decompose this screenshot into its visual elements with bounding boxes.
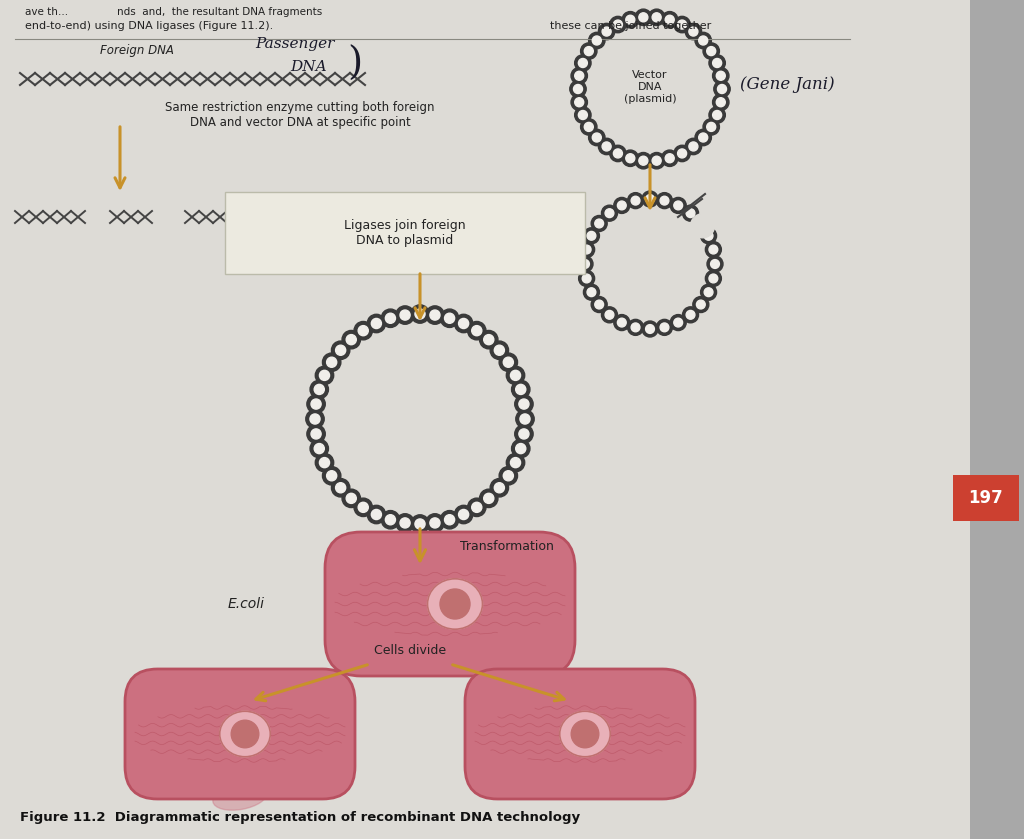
Circle shape [609, 16, 626, 33]
Circle shape [231, 720, 259, 748]
Circle shape [631, 196, 640, 205]
Circle shape [617, 201, 627, 210]
Circle shape [385, 313, 395, 323]
Circle shape [585, 122, 593, 132]
Circle shape [506, 366, 524, 384]
Circle shape [698, 36, 708, 45]
Circle shape [459, 319, 469, 329]
Circle shape [703, 43, 720, 60]
Circle shape [372, 319, 382, 329]
Circle shape [483, 335, 494, 345]
Circle shape [707, 122, 716, 132]
Circle shape [660, 196, 669, 205]
Text: Passenger: Passenger [255, 37, 335, 51]
Circle shape [705, 232, 713, 240]
Circle shape [358, 326, 369, 336]
Circle shape [613, 315, 630, 331]
Circle shape [670, 315, 686, 331]
Circle shape [601, 307, 617, 323]
Circle shape [472, 503, 482, 513]
Circle shape [674, 16, 690, 33]
Circle shape [495, 345, 505, 355]
Circle shape [595, 219, 603, 228]
Circle shape [510, 370, 520, 380]
Text: (Gene Jani): (Gene Jani) [740, 76, 835, 92]
Circle shape [515, 395, 534, 414]
Circle shape [346, 335, 356, 345]
Circle shape [396, 513, 415, 532]
Text: DNA: DNA [290, 60, 327, 74]
Circle shape [581, 43, 597, 60]
Circle shape [468, 498, 486, 517]
Circle shape [381, 309, 399, 327]
Circle shape [685, 23, 701, 39]
Circle shape [713, 111, 722, 119]
Text: Transformation: Transformation [460, 540, 554, 554]
Circle shape [411, 515, 429, 534]
Circle shape [709, 245, 718, 254]
Circle shape [444, 514, 455, 525]
Circle shape [512, 380, 530, 399]
Circle shape [589, 32, 605, 49]
Circle shape [574, 97, 584, 107]
Circle shape [591, 216, 607, 232]
Text: end-to-end) using DNA ligases (Figure 11.2).: end-to-end) using DNA ligases (Figure 11… [25, 21, 273, 31]
FancyBboxPatch shape [953, 475, 1019, 521]
Circle shape [700, 228, 717, 244]
Circle shape [686, 310, 695, 319]
Circle shape [519, 399, 529, 409]
Circle shape [592, 36, 601, 45]
Circle shape [602, 142, 611, 151]
Circle shape [573, 85, 583, 93]
Circle shape [307, 395, 326, 414]
Text: E.coli: E.coli [228, 597, 265, 611]
Circle shape [587, 288, 596, 297]
Circle shape [662, 12, 678, 28]
Circle shape [336, 345, 346, 355]
Circle shape [695, 32, 712, 49]
Circle shape [674, 318, 683, 327]
Circle shape [440, 511, 459, 529]
FancyBboxPatch shape [465, 669, 695, 799]
Circle shape [660, 323, 669, 331]
Circle shape [368, 315, 386, 333]
Circle shape [693, 216, 709, 232]
Circle shape [666, 15, 674, 24]
Circle shape [354, 321, 373, 340]
Circle shape [411, 305, 429, 323]
Circle shape [516, 384, 525, 394]
Circle shape [696, 219, 706, 228]
Circle shape [385, 514, 395, 525]
Circle shape [579, 59, 588, 67]
Circle shape [579, 270, 595, 286]
Circle shape [516, 444, 525, 454]
Text: Cells divide: Cells divide [374, 644, 446, 658]
Circle shape [577, 256, 593, 272]
Circle shape [310, 440, 329, 458]
Circle shape [310, 380, 329, 399]
Circle shape [709, 274, 718, 283]
Circle shape [628, 320, 643, 336]
Circle shape [674, 145, 690, 162]
Circle shape [515, 425, 534, 443]
Circle shape [705, 288, 713, 297]
Circle shape [617, 318, 627, 327]
Circle shape [354, 498, 373, 517]
Circle shape [642, 321, 658, 337]
Circle shape [690, 214, 715, 237]
Circle shape [490, 478, 509, 497]
Circle shape [635, 9, 651, 25]
Text: 197: 197 [969, 489, 1004, 507]
Circle shape [315, 453, 334, 472]
Circle shape [512, 440, 530, 458]
Circle shape [711, 259, 720, 268]
Circle shape [327, 471, 337, 481]
Circle shape [670, 197, 686, 213]
Circle shape [648, 153, 665, 169]
Circle shape [415, 519, 425, 529]
Circle shape [626, 15, 635, 24]
Circle shape [430, 518, 440, 528]
Circle shape [695, 129, 712, 146]
Circle shape [716, 71, 725, 81]
